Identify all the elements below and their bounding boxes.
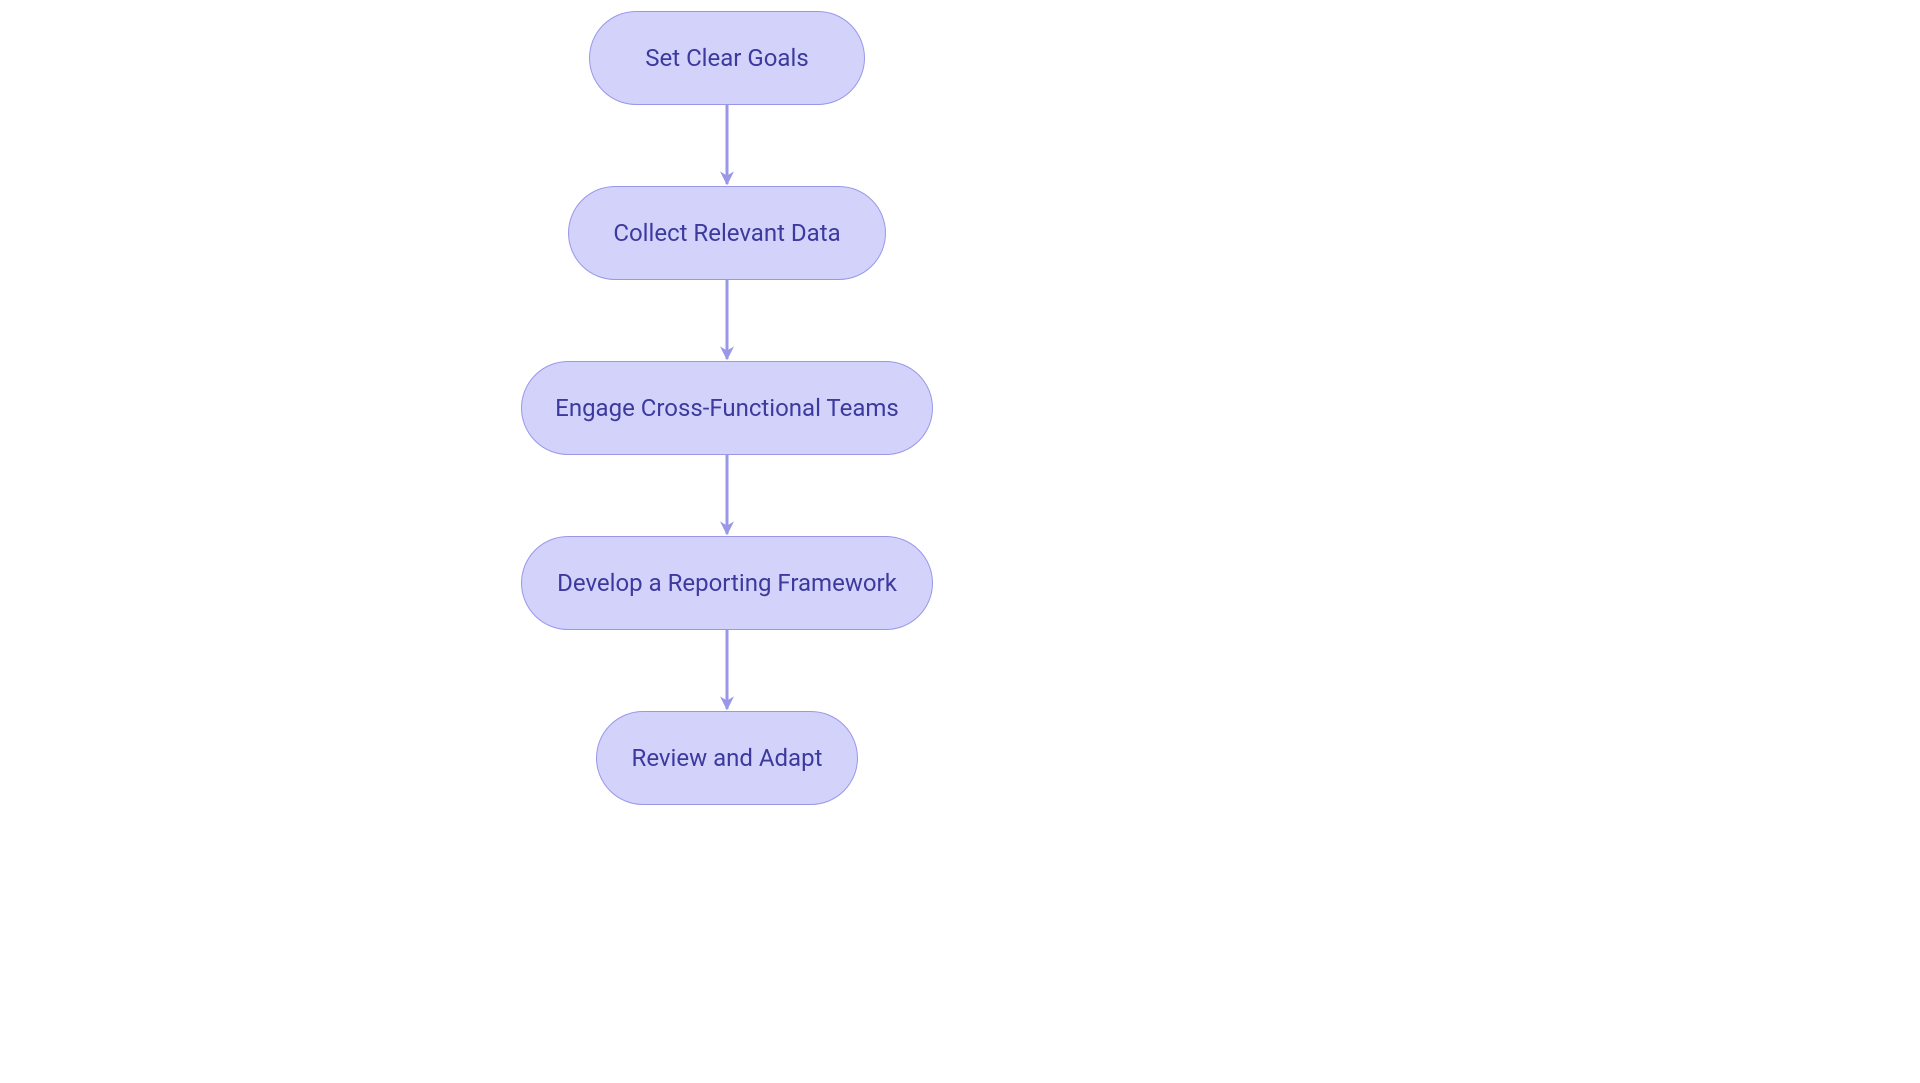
flowchart-node-label: Develop a Reporting Framework — [557, 569, 897, 597]
flowchart-node: Develop a Reporting Framework — [521, 536, 933, 630]
flowchart-node: Review and Adapt — [596, 711, 858, 805]
flowchart-edges — [0, 0, 1920, 1083]
flowchart-node-label: Engage Cross-Functional Teams — [555, 394, 899, 422]
flowchart-canvas: Set Clear Goals Collect Relevant Data Enga… — [0, 0, 1920, 1083]
flowchart-node-label: Collect Relevant Data — [613, 219, 840, 247]
flowchart-node-label: Set Clear Goals — [645, 44, 808, 72]
flowchart-node: Set Clear Goals — [589, 11, 865, 105]
flowchart-node: Collect Relevant Data — [568, 186, 886, 280]
flowchart-node: Engage Cross-Functional Teams — [521, 361, 933, 455]
flowchart-node-label: Review and Adapt — [632, 744, 823, 772]
